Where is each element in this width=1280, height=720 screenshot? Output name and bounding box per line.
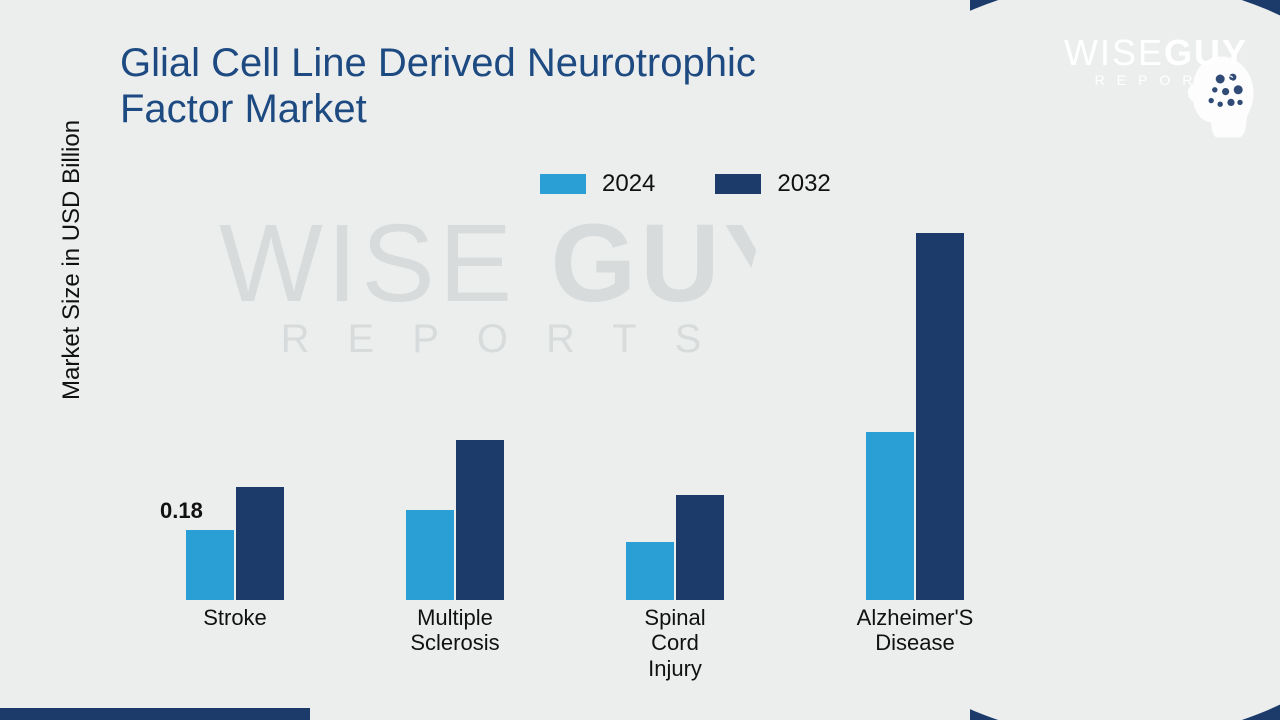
bar-group: [610, 495, 740, 600]
legend-swatch-2032: [715, 174, 761, 194]
category-label: MultipleSclerosis: [355, 605, 555, 656]
brand-subtitle: REPORTS: [1064, 72, 1248, 88]
bar-group: [390, 440, 520, 600]
bar-2032: [236, 487, 284, 600]
category-label: Alzheimer'SDisease: [815, 605, 1015, 656]
legend-label-2024: 2024: [602, 170, 655, 198]
chart-legend: 2024 2032: [540, 170, 831, 198]
chart-card: WISEGUY REPORTS Glial Cell Line Derived …: [0, 0, 1280, 720]
bar-2024: [406, 510, 454, 600]
bar-2024: [626, 542, 674, 601]
bar-2032: [456, 440, 504, 600]
bar-2032: [676, 495, 724, 600]
y-axis-label: Market Size in USD Billion: [58, 120, 86, 400]
bar-value-label: 0.18: [160, 498, 203, 524]
bar-group: [850, 233, 980, 600]
bar-2024: [866, 432, 914, 600]
category-label: Stroke: [135, 605, 335, 630]
legend-item-2032: 2032: [715, 170, 830, 198]
plot-area: 0.18: [110, 210, 990, 600]
legend-item-2024: 2024: [540, 170, 655, 198]
bar-2032: [916, 233, 964, 600]
category-labels: StrokeMultipleSclerosisSpinalCordInjuryA…: [110, 605, 990, 685]
legend-label-2032: 2032: [777, 170, 830, 198]
brand-name-main: WISE: [1064, 32, 1164, 73]
bar-2024: [186, 530, 234, 600]
bottom-accent-bar: [0, 708, 310, 720]
brand-name-bold: GUY: [1164, 32, 1248, 73]
brand-logo: WISEGUY REPORTS: [1064, 32, 1248, 88]
legend-swatch-2024: [540, 174, 586, 194]
chart-title: Glial Cell Line Derived Neurotrophic Fac…: [120, 40, 760, 132]
category-label: SpinalCordInjury: [575, 605, 775, 681]
